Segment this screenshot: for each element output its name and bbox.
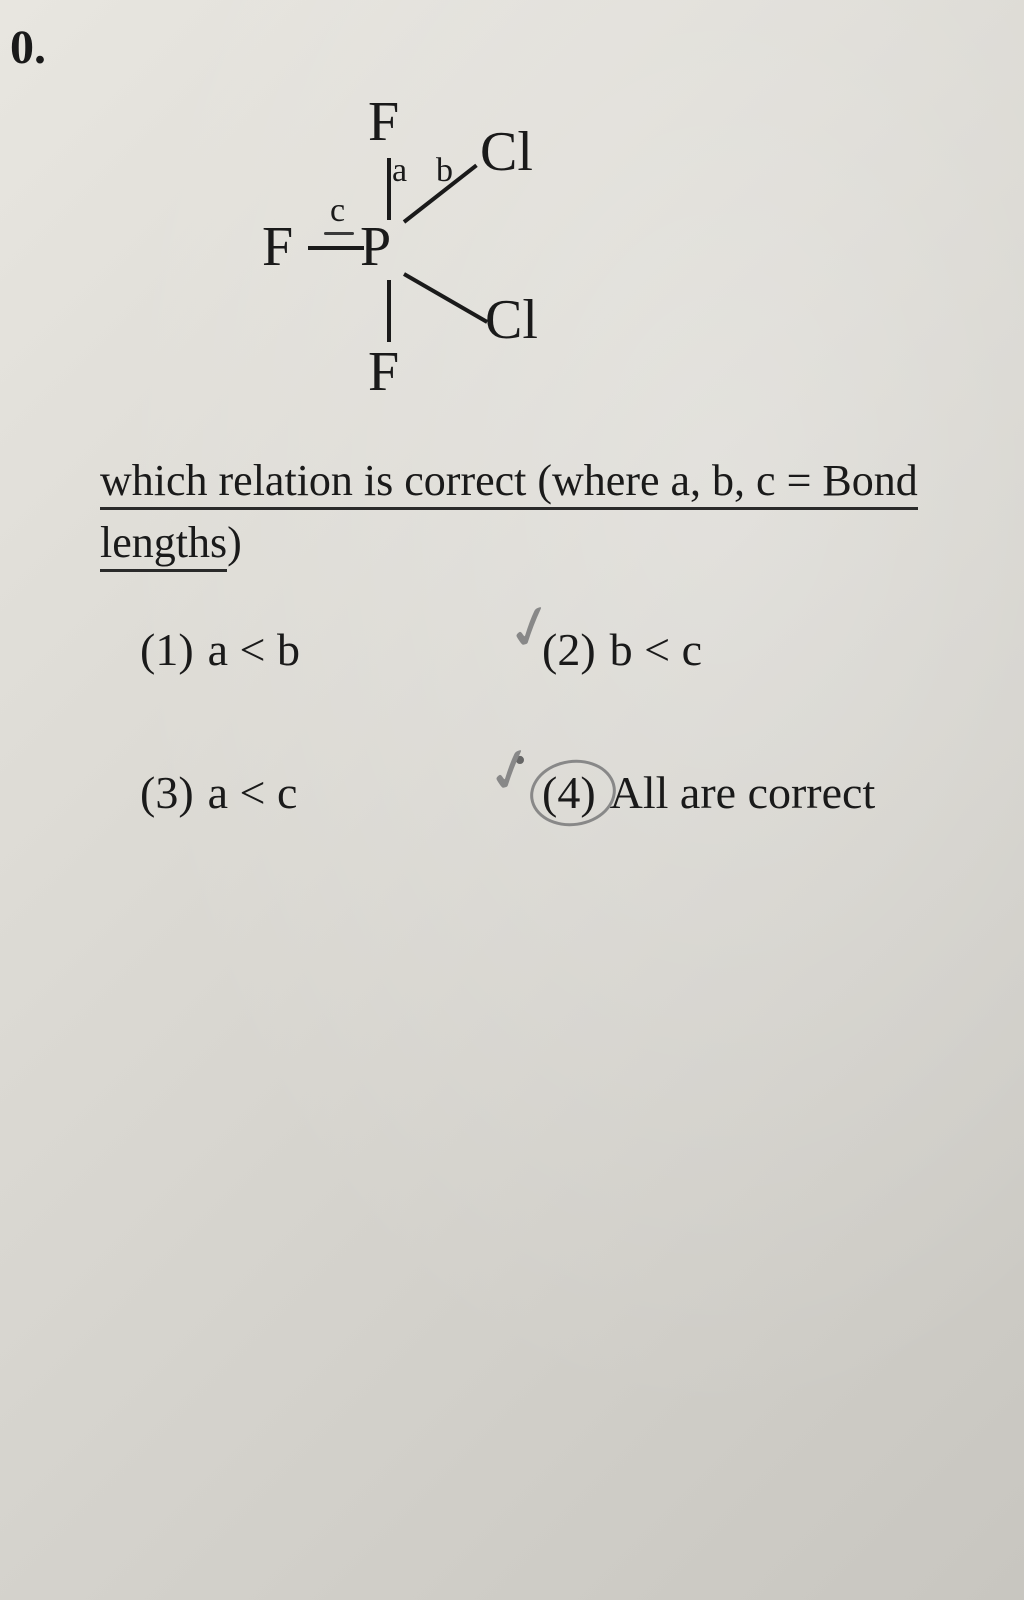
atom-F-equatorial: F	[262, 215, 293, 279]
pencil-circle-icon	[526, 755, 620, 832]
atom-F-axial-top: F	[368, 90, 399, 154]
option-4: • ✓ (4)All are correct	[542, 766, 904, 819]
option-2: ✓ (2)b < c	[542, 623, 904, 676]
options-grid: (1) a < b ✓ (2)b < c (3) a < c • ✓ (4)All …	[140, 623, 904, 819]
option-2-text: b < c	[610, 624, 702, 675]
pencil-tick-icon: ✓	[498, 588, 565, 669]
question-suffix: )	[227, 518, 242, 567]
bond-axial-top	[387, 158, 391, 220]
atom-P: P	[360, 215, 391, 279]
molecule-structure: P F F F c Cl Cl a b	[180, 80, 600, 420]
bond-equatorial-left	[308, 246, 364, 250]
option-1: (1) a < b	[140, 623, 502, 676]
option-1-text: a < b	[208, 624, 300, 675]
bond-label-a: a	[392, 152, 407, 190]
underline-c	[324, 232, 354, 235]
atom-Cl-top: Cl	[480, 120, 533, 184]
option-3-text: a < c	[208, 767, 298, 818]
atom-F-axial-bottom: F	[368, 340, 399, 404]
option-4-text: All are correct	[610, 767, 876, 818]
bond-label-c: c	[330, 192, 345, 230]
question-number: 0.	[10, 20, 46, 75]
option-1-num: (1)	[140, 623, 194, 676]
atom-Cl-bottom: Cl	[485, 288, 538, 352]
bond-equatorial-right-bottom	[403, 272, 488, 323]
option-3: (3) a < c	[140, 766, 502, 819]
question-text: which relation is correct (where a, b, c…	[100, 450, 924, 573]
question-prefix: which relation is correct (where a, b, c…	[100, 456, 822, 505]
bond-axial-bottom	[387, 280, 391, 342]
option-3-num: (3)	[140, 766, 194, 819]
